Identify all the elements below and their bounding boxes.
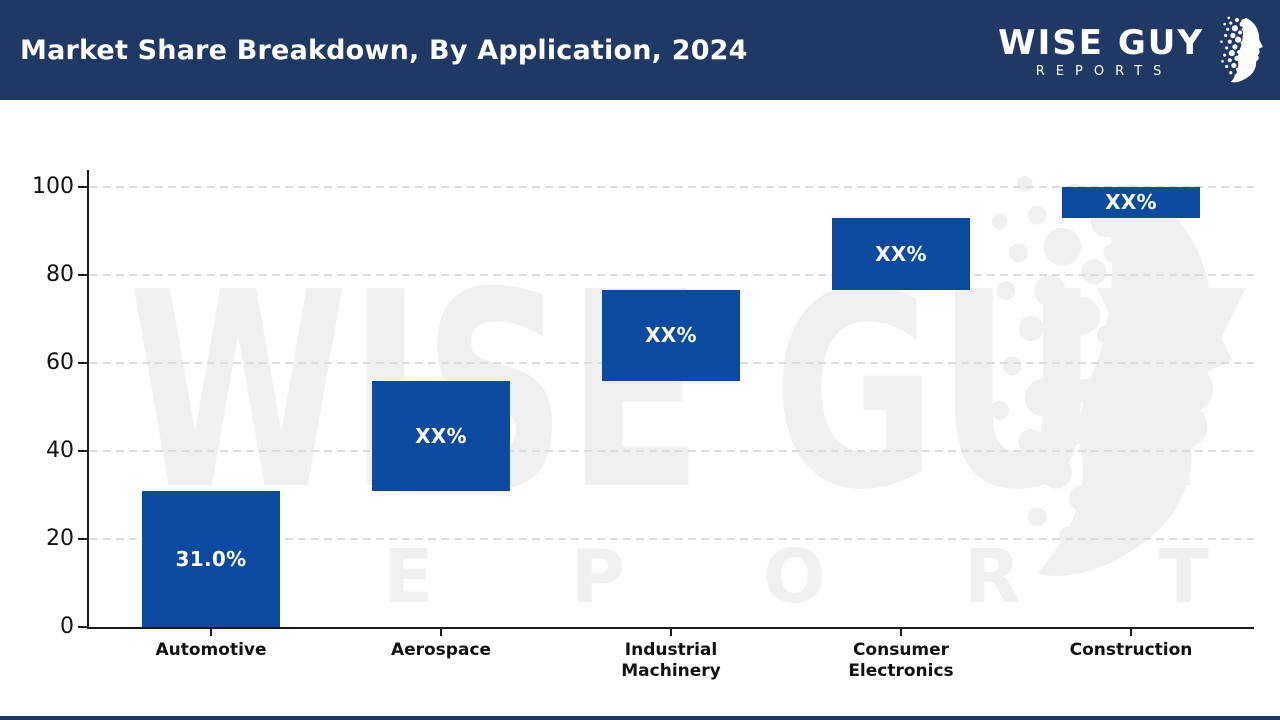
y-tick-mark [78,362,88,364]
x-tick-label: Automotive [155,640,267,660]
wiseguy-logo: WISE GUY REPORTS [998,10,1268,92]
y-tick-mark [78,450,88,452]
bar-consumer-electronics: XX% [832,217,970,291]
bar-construction: XX% [1062,187,1200,218]
x-tick-mark [900,629,902,636]
y-tick-label: 100 [32,174,74,199]
y-tick-label: 60 [46,350,74,375]
x-tick-mark [670,629,672,636]
y-tick-label: 40 [46,438,74,463]
y-axis-line [87,170,89,629]
bar-industrial-machinery: XX% [602,290,740,381]
bar-value-label: XX% [415,423,467,448]
wiseguy-face-icon [1220,16,1263,83]
bar-aerospace: XX% [372,380,510,491]
gridline-20 [90,538,1254,540]
y-tick-mark [78,186,88,188]
gridline-100 [90,186,1254,188]
bar-value-label: XX% [1105,190,1157,215]
x-tick-label: Industrial Machinery [621,640,721,681]
y-tick-label: 80 [46,262,74,287]
y-tick-label: 0 [60,614,74,639]
bar-value-label: XX% [645,323,697,348]
footer-strip [0,716,1280,720]
x-tick-label: Construction [1069,640,1193,660]
x-tick-mark [440,629,442,636]
x-tick-mark [210,629,212,636]
gridline-80 [90,274,1254,276]
bar-automotive: 31.0% [142,490,280,627]
y-tick-mark [78,274,88,276]
bar-value-label: 31.0% [175,546,247,571]
gridline-40 [90,450,1254,452]
header-bar: Market Share Breakdown, By Application, … [0,0,1280,100]
bar-value-label: XX% [875,242,927,267]
x-tick-mark [1130,629,1132,636]
page-title: Market Share Breakdown, By Application, … [20,34,748,66]
x-tick-label: Aerospace [390,640,492,660]
x-tick-label: Consumer Electronics [848,640,954,681]
x-axis-line [87,627,1254,629]
logo-wiseguy-text: WISE GUY [998,22,1204,63]
y-tick-mark [78,626,88,628]
y-tick-label: 20 [46,526,74,551]
y-tick-mark [78,538,88,540]
logo-reports-text: REPORTS [1035,63,1173,79]
